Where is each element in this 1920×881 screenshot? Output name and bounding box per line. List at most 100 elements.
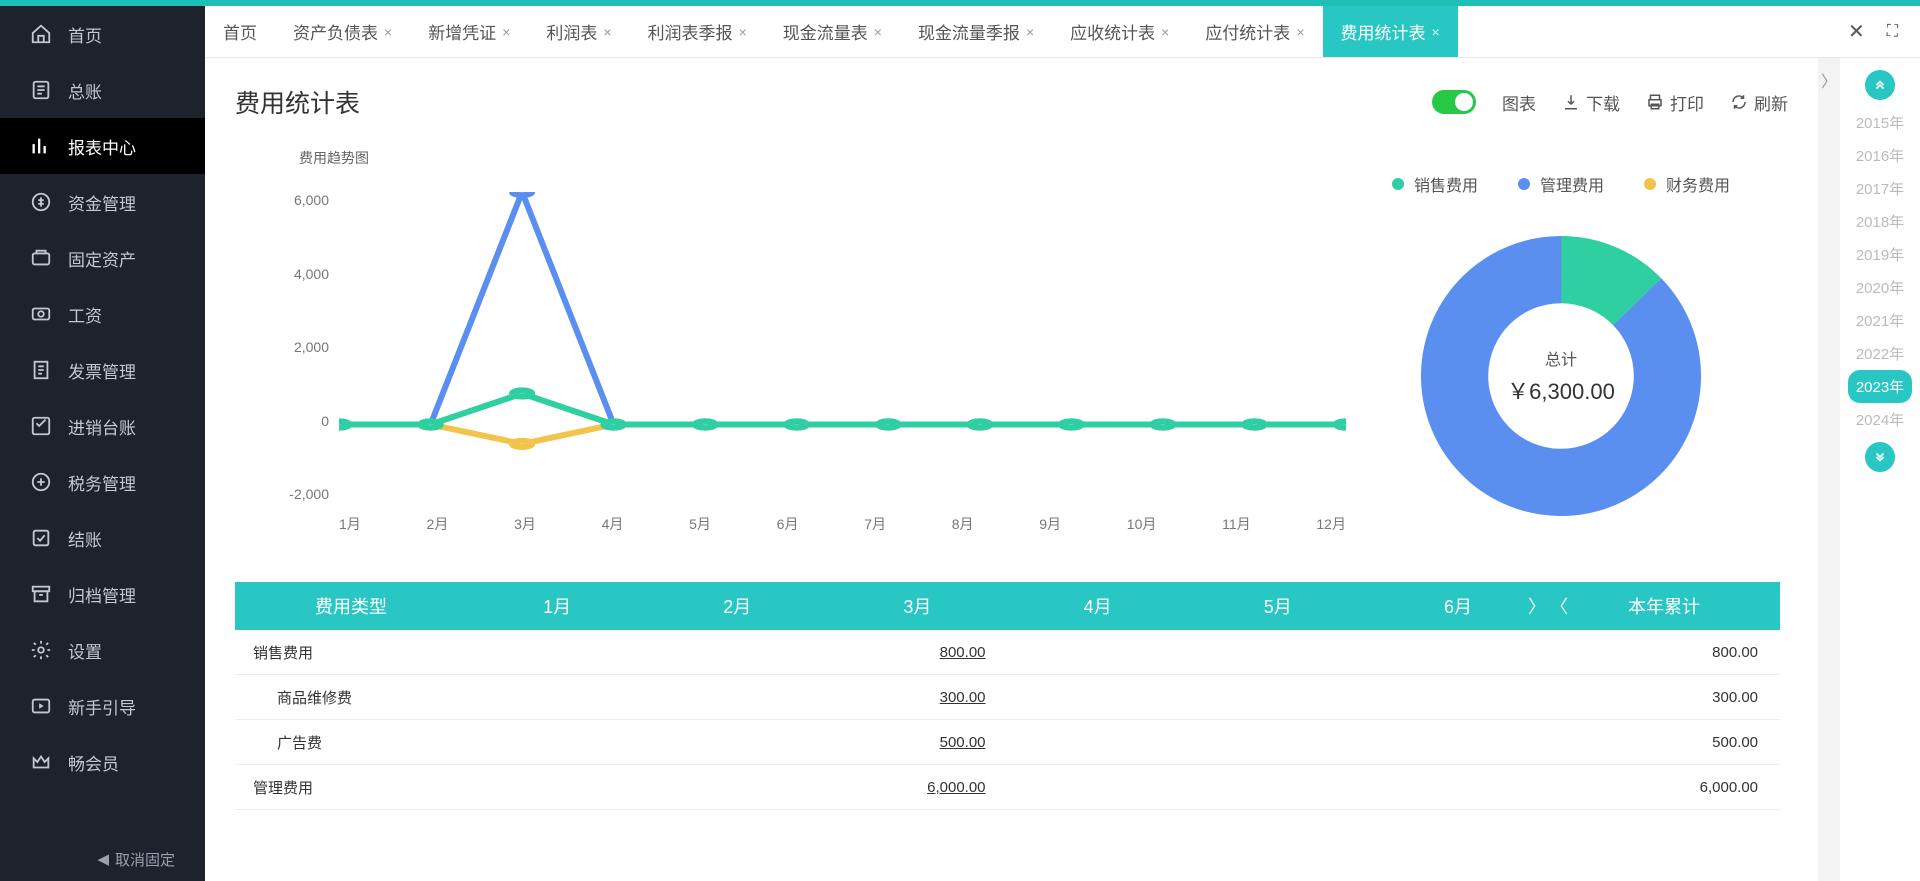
tab-close-icon[interactable]: × (384, 24, 392, 40)
sidebar-item-archive[interactable]: 归档管理 (0, 566, 205, 622)
year-item[interactable]: 2024年 (1848, 403, 1912, 436)
legend-label: 销售费用 (1414, 172, 1478, 196)
sidebar-item-label: 税务管理 (68, 470, 136, 495)
tab[interactable]: 新增凭证× (410, 6, 528, 57)
guide-icon (30, 695, 52, 717)
legend-item[interactable]: 财务费用 (1644, 172, 1730, 196)
sidebar-item-salary[interactable]: 工资 (0, 286, 205, 342)
td-month-value[interactable]: 6,000.00 (827, 779, 1007, 796)
tab[interactable]: 应付统计表 × (1187, 6, 1322, 57)
tab-close-icon[interactable]: × (502, 24, 510, 40)
tab-label: 利润表季报 (648, 19, 733, 44)
sidebar-item-invoice[interactable]: 发票管理 (0, 342, 205, 398)
y-tick-label: 0 (259, 413, 329, 429)
refresh-button[interactable]: 刷新 (1730, 90, 1788, 115)
table-row: 销售费用800.00800.00 (235, 630, 1780, 675)
legend-dot (1518, 178, 1530, 190)
th-month: 1月 (467, 593, 647, 619)
td-category: 商品维修费 (235, 687, 467, 708)
chart-title: 费用趋势图 (299, 148, 1756, 168)
money-icon (30, 191, 52, 213)
th-month: 6月 (1368, 593, 1548, 619)
print-button[interactable]: 打印 (1646, 90, 1704, 115)
x-tick-label: 12月 (1316, 514, 1346, 534)
tab-label: 首页 (223, 19, 257, 44)
tab[interactable]: 利润表季报 × (630, 6, 765, 57)
year-item[interactable]: 2015年 (1848, 106, 1912, 139)
year-item[interactable]: 2016年 (1848, 139, 1912, 172)
line-chart: 6,0004,0002,0000-2,000 1月2月3月4月5月6月7月8月9… (259, 172, 1366, 542)
sidebar-item-guide[interactable]: 新手引导 (0, 678, 205, 734)
tab-close-icon[interactable]: × (603, 24, 611, 40)
fullscreen-icon[interactable]: ⛶ (1887, 23, 1898, 41)
sidebar-item-vip[interactable]: 畅会员 (0, 734, 205, 790)
donut-chart: 总计 ￥6,300.00 (1421, 236, 1701, 516)
close-all-icon[interactable]: ✕ (1848, 19, 1865, 44)
sidebar-item-label: 结账 (68, 526, 102, 551)
tab-close-icon[interactable]: × (1026, 24, 1034, 40)
tab-label: 现金流量季报 (918, 19, 1020, 44)
tab[interactable]: 现金流量季报 × (900, 6, 1052, 57)
sidebar-item-home[interactable]: 首页 (0, 6, 205, 62)
th-total: 〉 本年累计 (1548, 593, 1780, 619)
download-icon (1562, 93, 1580, 111)
sidebar-item-stock[interactable]: 进销台账 (0, 398, 205, 454)
sidebar-unpin[interactable]: ◀ 取消固定 (0, 837, 205, 881)
x-tick-label: 4月 (602, 514, 624, 534)
invoice-icon (30, 359, 52, 381)
year-down-button[interactable] (1865, 442, 1895, 472)
th-month: 2月 (647, 593, 827, 619)
td-total: 6,000.00 (1548, 779, 1780, 796)
home-icon (30, 23, 52, 45)
tab-close-icon[interactable]: × (1296, 24, 1304, 40)
collapse-right-panel[interactable]: 〉 (1818, 58, 1840, 881)
tab[interactable]: 费用统计表× (1323, 6, 1458, 57)
sidebar-item-label: 首页 (68, 22, 102, 47)
legend-item[interactable]: 销售费用 (1392, 172, 1478, 196)
tab-close-icon[interactable]: × (739, 24, 747, 40)
download-button[interactable]: 下载 (1562, 90, 1620, 115)
year-item[interactable]: 2018年 (1848, 205, 1912, 238)
tab[interactable]: 现金流量表× (765, 6, 900, 57)
sidebar-item-asset[interactable]: 固定资产 (0, 230, 205, 286)
x-tick-label: 7月 (864, 514, 886, 534)
y-tick-label: -2,000 (259, 486, 329, 502)
th-category: 费用类型 (235, 593, 467, 619)
year-up-button[interactable] (1865, 70, 1895, 100)
x-tick-label: 6月 (777, 514, 799, 534)
tab-close-icon[interactable]: × (874, 24, 882, 40)
year-item[interactable]: 2022年 (1848, 337, 1912, 370)
x-tick-label: 3月 (514, 514, 536, 534)
sidebar-item-label: 进销台账 (68, 414, 136, 439)
year-item[interactable]: 2023年 (1848, 370, 1912, 403)
tab[interactable]: 利润表× (528, 6, 629, 57)
tab[interactable]: 应收统计表× (1052, 6, 1187, 57)
sidebar-item-label: 总账 (68, 78, 102, 103)
sidebar-item-ledger[interactable]: 总账 (0, 62, 205, 118)
page-title: 费用统计表 (235, 84, 360, 120)
salary-icon (30, 303, 52, 325)
legend-dot (1644, 178, 1656, 190)
year-item[interactable]: 2020年 (1848, 271, 1912, 304)
year-item[interactable]: 2021年 (1848, 304, 1912, 337)
sidebar-item-report[interactable]: 报表中心 (0, 118, 205, 174)
year-item[interactable]: 2017年 (1848, 172, 1912, 205)
tab[interactable]: 资产负债表× (275, 6, 410, 57)
td-month-value[interactable]: 300.00 (827, 689, 1007, 706)
year-item[interactable]: 2019年 (1848, 238, 1912, 271)
sidebar-item-money[interactable]: 资金管理 (0, 174, 205, 230)
chart-toggle[interactable] (1432, 90, 1476, 114)
sidebar-item-settings[interactable]: 设置 (0, 622, 205, 678)
month-next-button[interactable]: 〉 (1528, 593, 1546, 619)
sidebar-item-close[interactable]: 结账 (0, 510, 205, 566)
sidebar-item-tax[interactable]: 税务管理 (0, 454, 205, 510)
td-category: 广告费 (235, 732, 467, 753)
legend-item[interactable]: 管理费用 (1518, 172, 1604, 196)
tab[interactable]: 首页 (205, 6, 275, 57)
tab-close-icon[interactable]: × (1432, 24, 1440, 40)
td-month-value[interactable]: 800.00 (827, 644, 1007, 661)
tab-label: 应付统计表 (1205, 19, 1290, 44)
tab-close-icon[interactable]: × (1161, 24, 1169, 40)
vip-icon (30, 751, 52, 773)
td-month-value[interactable]: 500.00 (827, 734, 1007, 751)
